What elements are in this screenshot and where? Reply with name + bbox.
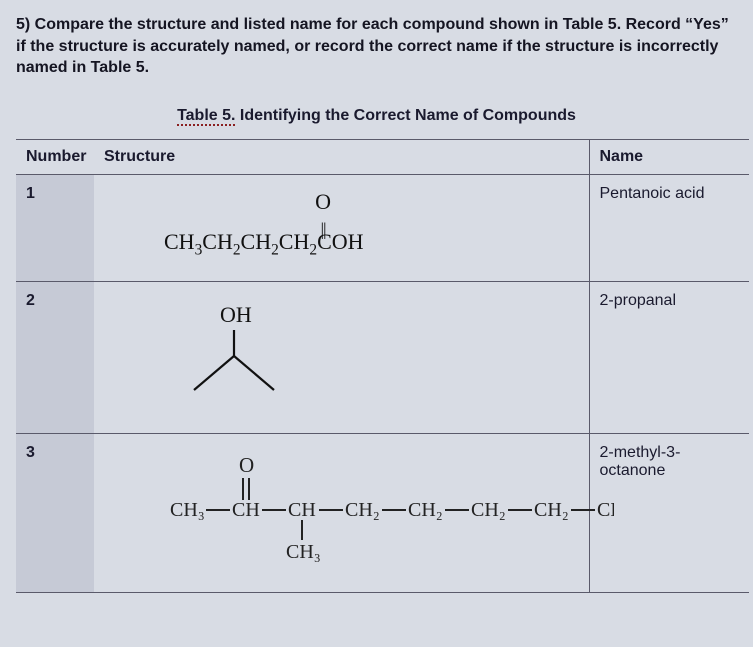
bond-line (194, 356, 234, 390)
table-title-rest: Identifying the Correct Name of Compound… (235, 107, 575, 124)
row-name: Pentanoic acid (589, 174, 749, 281)
table-row: 1 CH3CH2CH2CH2COHO|| Pentanoic acid (16, 174, 749, 281)
row-number: 3 (16, 434, 94, 593)
table-row: 2 OH 2-propanal (16, 282, 749, 434)
row-number: 2 (16, 282, 94, 434)
branch-ch3: CH₃ (286, 541, 321, 563)
svg-text:CH: CH (232, 499, 260, 521)
chain: CH₃ CH CH CH₂ CH₂ CH₂ CH₂ (170, 499, 614, 521)
compounds-table: Number Structure Name 1 CH3CH2CH2CH2COHO… (16, 139, 749, 593)
row-structure: OH (94, 282, 589, 434)
svg-text:CH₂: CH₂ (345, 499, 380, 521)
row-structure: O CH₃ CH CH CH₂ CH (94, 434, 589, 593)
table-row: 3 O CH₃ CH CH (16, 434, 749, 593)
svg-text:CH₂: CH₂ (534, 499, 569, 521)
table-number: Table 5. (177, 107, 235, 126)
carbonyl-o: O (239, 454, 254, 477)
row-number: 1 (16, 174, 94, 281)
table-title: Table 5. Identifying the Correct Name of… (16, 107, 737, 125)
header-number: Number (16, 139, 94, 174)
structure-3-svg: O CH₃ CH CH CH₂ CH (144, 454, 614, 569)
table-header-row: Number Structure Name (16, 139, 749, 174)
header-name: Name (589, 139, 749, 174)
svg-text:CH₃: CH₃ (597, 499, 614, 521)
header-structure: Structure (94, 139, 589, 174)
oh-label: OH (220, 302, 252, 327)
carbonyl-o-icon: O|| (315, 189, 331, 241)
svg-text:CH: CH (288, 499, 316, 521)
bond-line (234, 356, 274, 390)
svg-text:CH₂: CH₂ (471, 499, 506, 521)
row-structure: CH3CH2CH2CH2COHO|| (94, 174, 589, 281)
structure-2-svg: OH (174, 300, 334, 410)
row-name: 2-propanal (589, 282, 749, 434)
structure-1-formula: CH3CH2CH2CH2COHO|| (164, 229, 364, 259)
svg-text:CH₂: CH₂ (408, 499, 443, 521)
svg-text:CH₃: CH₃ (170, 499, 205, 521)
question-text: 5) Compare the structure and listed name… (16, 14, 737, 79)
